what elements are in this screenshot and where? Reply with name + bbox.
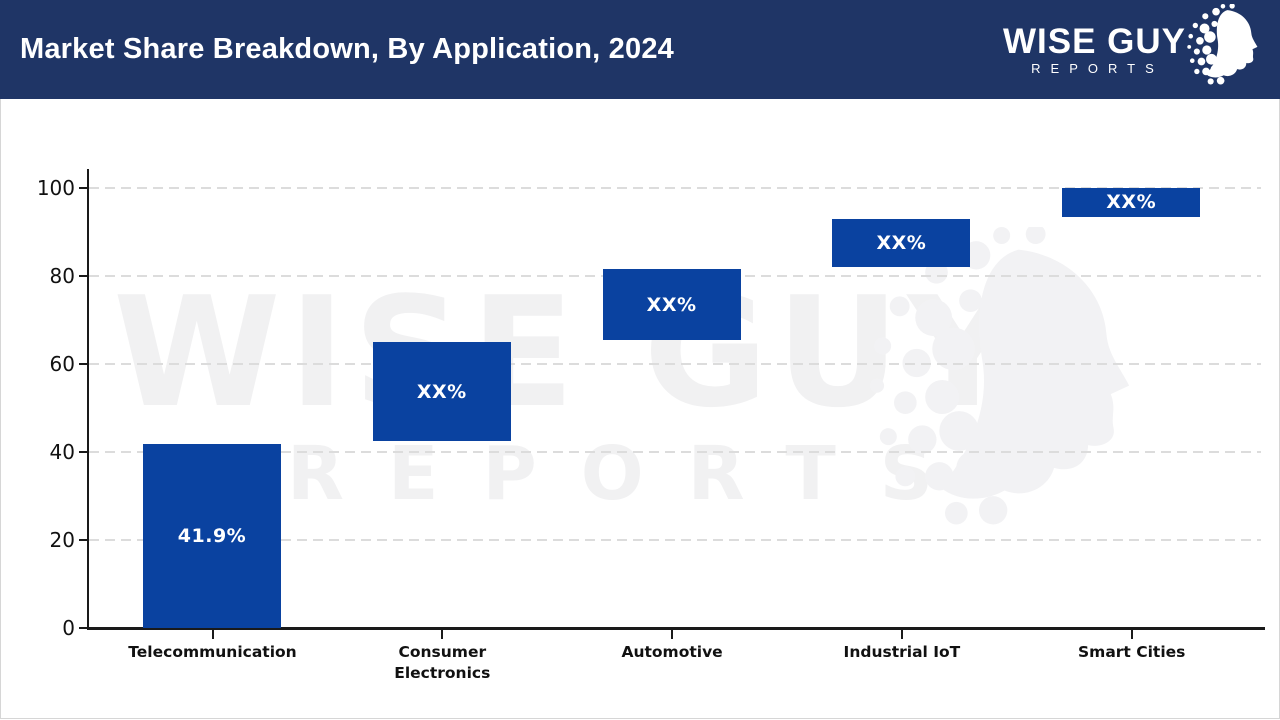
plot-area: 0 20 40 60 80 100 41.9% Telecommunication XX% Con… xyxy=(37,169,1265,682)
waterfall-bar-telecommunication: 41.9% xyxy=(143,443,281,628)
logo-text: WISE GUY REPORTS xyxy=(1002,21,1186,77)
x-axis-line xyxy=(87,627,1265,630)
waterfall-bar-industrial-iot: XX% xyxy=(832,218,971,268)
y-tick-mark xyxy=(79,539,87,541)
logo-head-icon xyxy=(1180,4,1272,96)
header-bar: Market Share Breakdown, By Application, … xyxy=(0,0,1280,99)
y-tick-mark xyxy=(79,451,87,453)
y-tick-mark xyxy=(79,275,87,277)
gridline xyxy=(89,451,1261,453)
y-axis-line xyxy=(87,169,89,630)
bar-value-label: XX% xyxy=(416,380,467,403)
gridline xyxy=(89,539,1261,541)
gridline xyxy=(89,187,1261,189)
y-tick-mark xyxy=(79,363,87,365)
x-tick-label-industrial-iot: Industrial IoT xyxy=(843,643,961,661)
x-tick-mark xyxy=(441,630,444,639)
bar-value-label: XX% xyxy=(1106,191,1157,214)
x-tick-label-consumer-electronics: Consumer Electronics xyxy=(394,643,491,682)
chart-canvas: WISE GUY REPORTS 0 20 40 60 80 100 41.9% Teleco… xyxy=(0,99,1280,719)
gridline xyxy=(89,363,1261,365)
page-title: Market Share Breakdown, By Application, … xyxy=(20,33,674,65)
x-tick-mark xyxy=(671,630,674,639)
y-tick-label: 40 xyxy=(49,440,75,464)
logo-wordmark: WISE GUY xyxy=(1002,21,1186,61)
waterfall-bar-smart-cities: XX% xyxy=(1062,188,1201,217)
waterfall-bar-automotive: XX% xyxy=(602,269,741,340)
bar-value-label: XX% xyxy=(646,293,697,316)
y-tick-label: 0 xyxy=(62,616,75,640)
x-tick-label-smart-cities: Smart Cities xyxy=(1078,643,1186,661)
watermark-wordmark: WISE GUY xyxy=(113,264,1026,441)
x-tick-label-automotive: Automotive xyxy=(621,643,723,661)
y-tick-label: 20 xyxy=(49,528,75,552)
waterfall-bar-consumer-electronics: XX% xyxy=(372,342,511,441)
y-tick-label: 100 xyxy=(36,176,75,200)
y-tick-mark xyxy=(79,187,87,189)
logo-subtitle: REPORTS xyxy=(1031,61,1164,77)
y-tick-label: 80 xyxy=(49,264,75,288)
y-tick-label: 60 xyxy=(49,352,75,376)
watermark-subtitle: REPORTS xyxy=(287,431,978,517)
bar-value-label: 41.9% xyxy=(177,524,247,547)
bar-value-label: XX% xyxy=(876,232,927,254)
y-tick-mark xyxy=(79,627,87,629)
x-tick-mark xyxy=(211,630,214,639)
x-tick-mark xyxy=(1130,630,1133,639)
x-tick-mark xyxy=(900,630,903,639)
wise-guy-logo: WISE GUY REPORTS xyxy=(1003,4,1272,96)
x-tick-label-telecommunication: Telecommunication xyxy=(128,643,297,661)
